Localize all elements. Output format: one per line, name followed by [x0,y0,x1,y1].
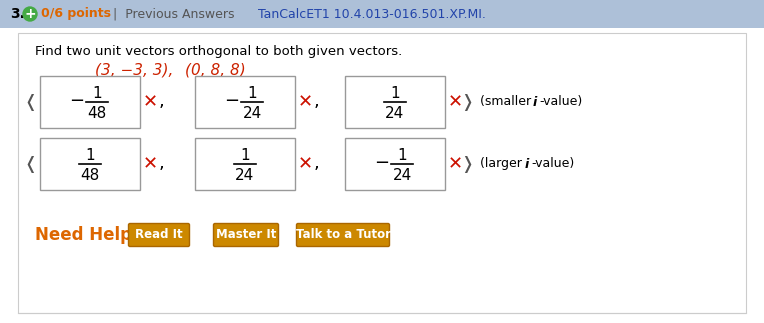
Text: ✕: ✕ [142,155,157,173]
Text: |  Previous Answers: | Previous Answers [113,7,235,20]
Text: ✕: ✕ [448,93,462,111]
Text: 48: 48 [80,168,99,182]
Bar [195,138,295,190]
Text: 1: 1 [248,86,257,100]
Text: ✕: ✕ [448,155,462,173]
Text: -value): -value) [539,96,582,109]
Bar [18,33,746,313]
Text: ✕: ✕ [297,155,312,173]
Text: 1: 1 [86,148,95,162]
Bar [0,0,764,28]
Text: ✕: ✕ [142,93,157,111]
Bar [345,138,445,190]
Text: ❬: ❬ [23,93,37,111]
Text: −: − [225,92,240,110]
Text: i: i [533,96,537,109]
Bar [345,76,445,128]
Text: ❬: ❬ [23,155,37,173]
Text: 24: 24 [393,168,412,182]
Text: Talk to a Tutor: Talk to a Tutor [296,228,390,242]
Text: +: + [24,6,36,20]
Text: (smaller: (smaller [480,96,535,109]
Text: i: i [525,158,529,171]
Text: Read It: Read It [135,228,183,242]
Text: 0/6 points: 0/6 points [41,7,111,20]
FancyBboxPatch shape [296,224,390,246]
Text: Need Help?: Need Help? [35,226,142,244]
FancyBboxPatch shape [213,224,279,246]
Text: ✕: ✕ [297,93,312,111]
Text: -value): -value) [531,158,575,171]
Text: 1: 1 [240,148,250,162]
Text: −: − [374,154,390,172]
Text: (larger: (larger [480,158,526,171]
Text: 1: 1 [397,148,406,162]
Text: 24: 24 [385,106,405,120]
Text: 1: 1 [92,86,102,100]
Bar [40,138,140,190]
Text: (0, 8, 8): (0, 8, 8) [185,62,246,78]
Text: Master It: Master It [215,228,277,242]
Bar [40,76,140,128]
Text: −: − [70,92,85,110]
Text: ❭: ❭ [460,155,474,173]
Text: ,: , [158,92,163,110]
Text: ,: , [158,154,163,172]
Text: TanCalcET1 10.4.013-016.501.XP.MI.: TanCalcET1 10.4.013-016.501.XP.MI. [258,7,486,20]
Text: 24: 24 [242,106,261,120]
Text: ❭: ❭ [460,93,474,111]
Text: ,: , [313,92,319,110]
Text: (3, −3, 3),: (3, −3, 3), [95,62,173,78]
Text: 3.: 3. [10,7,25,21]
Text: ,: , [313,154,319,172]
Circle shape [23,7,37,21]
Bar [195,76,295,128]
Text: 24: 24 [235,168,254,182]
Text: 48: 48 [87,106,107,120]
Text: 1: 1 [390,86,400,100]
Text: Find two unit vectors orthogonal to both given vectors.: Find two unit vectors orthogonal to both… [35,45,403,57]
FancyBboxPatch shape [128,224,189,246]
